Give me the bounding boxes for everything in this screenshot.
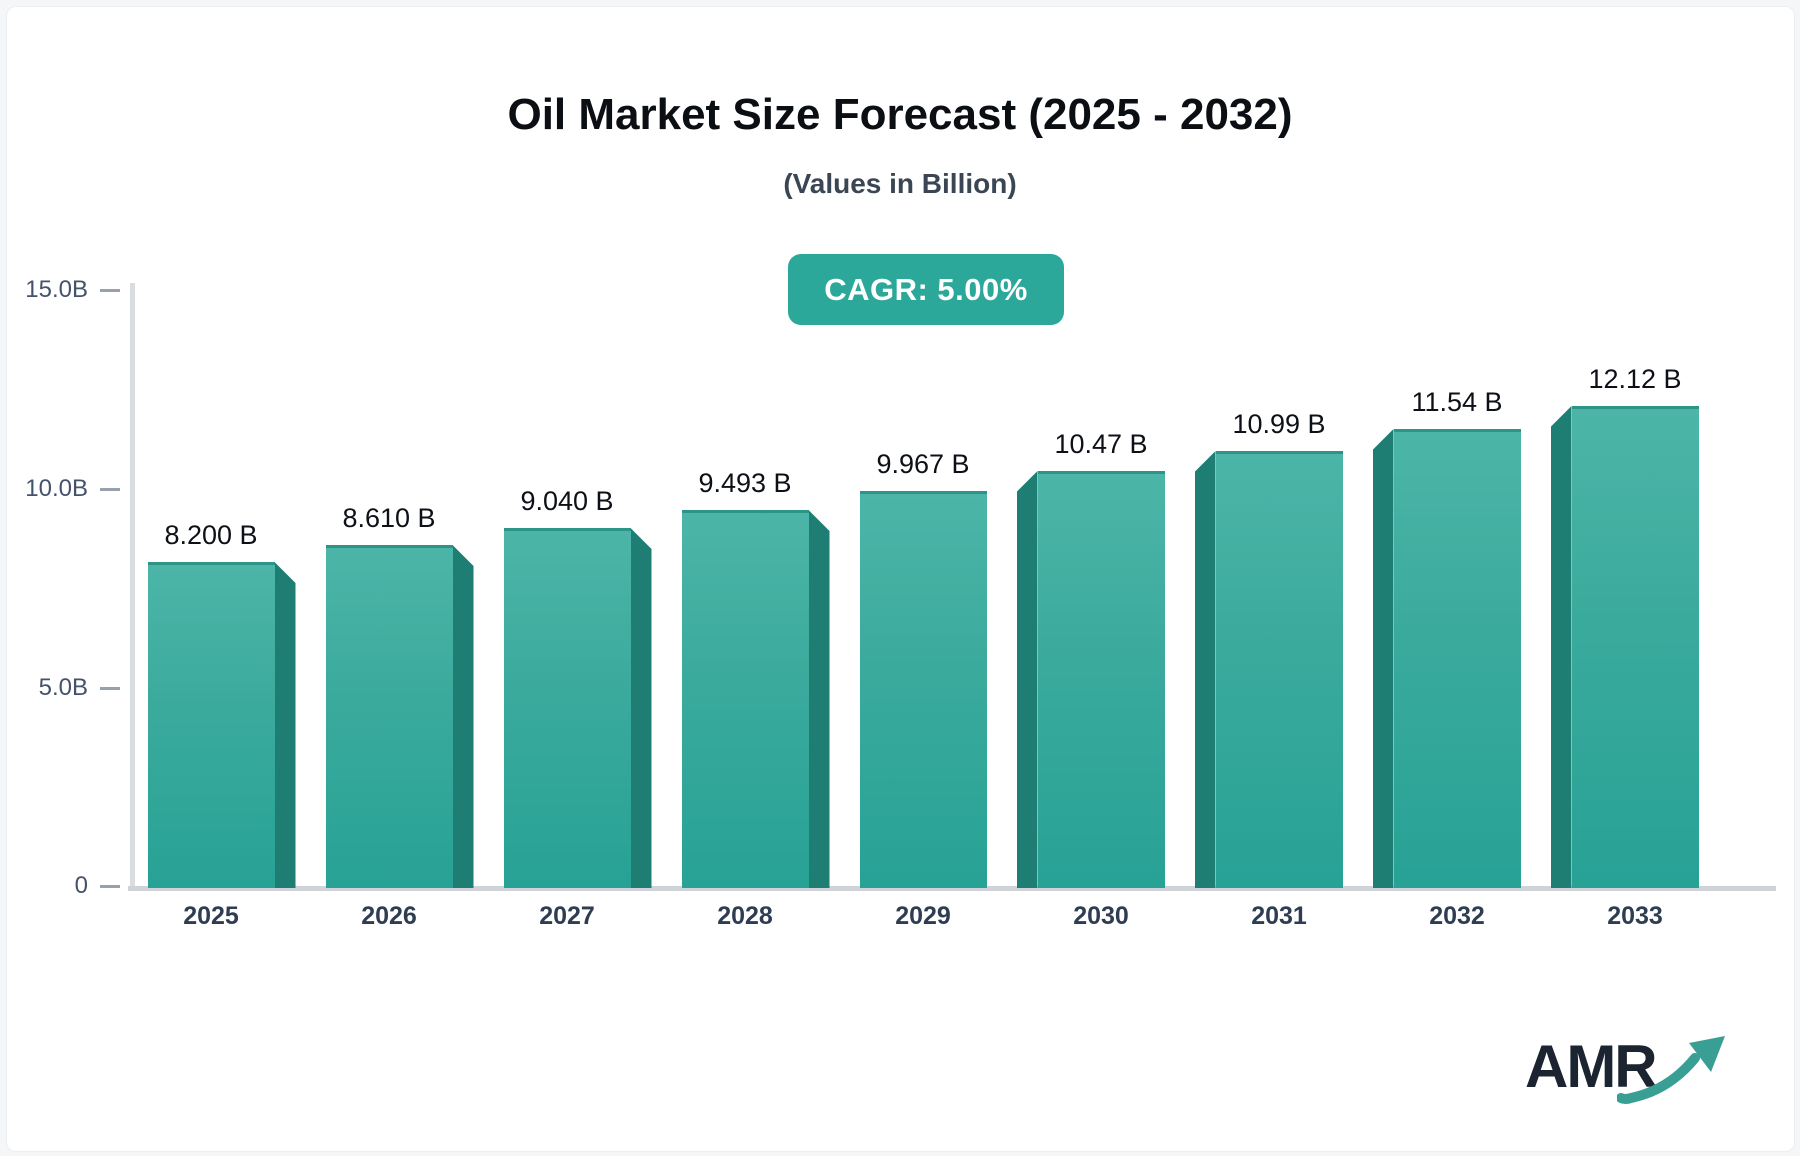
bar-side-face: [1016, 471, 1038, 888]
bar-face: [1037, 471, 1165, 888]
y-tick-label: 5.0B: [38, 674, 88, 701]
x-axis-label-2031: 2031: [1251, 902, 1307, 930]
bar-value-label: 9.967 B: [876, 449, 970, 479]
x-axis-label-2027: 2027: [539, 902, 595, 930]
x-axis-label-2029: 2029: [895, 902, 951, 930]
bar-face: [325, 545, 453, 888]
bar-value-label: 9.040 B: [520, 486, 614, 516]
bar-side-face: [452, 545, 474, 888]
y-tick-mark: [100, 687, 120, 690]
y-tick-label: 0: [74, 872, 88, 899]
bar-value-label: 10.47 B: [1054, 429, 1148, 459]
x-axis-label-2025: 2025: [183, 902, 239, 930]
amr-logo-text: AMR: [1525, 1033, 1658, 1100]
y-tick-label: 15.0B: [25, 276, 88, 303]
x-axis-label-2026: 2026: [361, 902, 417, 930]
bar-face: [681, 510, 809, 888]
bar-value-label: 8.610 B: [342, 503, 436, 533]
bar-value-label: 12.12 B: [1588, 364, 1682, 394]
x-axis-line: [128, 886, 1776, 891]
bar-side-face: [1194, 451, 1216, 888]
y-tick-mark: [100, 885, 120, 888]
bar-side-face: [274, 562, 296, 888]
bar-side-face: [808, 510, 830, 888]
amr-logo: AMR: [1525, 1032, 1735, 1112]
growth-arrow-icon: [1617, 1036, 1725, 1104]
cagr-badge: CAGR: 5.00%: [788, 254, 1064, 325]
x-axis-label-2033: 2033: [1607, 902, 1663, 930]
bar-face: [147, 562, 275, 888]
bar-face: [859, 491, 987, 888]
bar-face: [503, 528, 631, 888]
bar-face: [1571, 406, 1699, 888]
bar-side-face: [630, 528, 652, 888]
x-axis-label-2028: 2028: [717, 902, 773, 930]
y-axis-line: [130, 283, 135, 888]
x-axis-label-2032: 2032: [1429, 902, 1485, 930]
bar-face: [1215, 451, 1343, 888]
bar-value-label: 11.54 B: [1411, 387, 1503, 417]
y-tick-mark: [100, 289, 120, 292]
y-tick-mark: [100, 488, 120, 491]
y-tick-label: 10.0B: [25, 475, 88, 502]
bar-value-label: 9.493 B: [698, 468, 792, 498]
x-axis-label-2030: 2030: [1073, 902, 1129, 930]
bar-value-label: 8.200 B: [164, 520, 258, 550]
bar-side-face: [1372, 429, 1394, 888]
bar-face: [1393, 429, 1521, 888]
bar-value-label: 10.99 B: [1232, 409, 1326, 439]
chart-title: Oil Market Size Forecast (2025 - 2032): [507, 90, 1293, 139]
chart-subtitle: (Values in Billion): [783, 168, 1017, 199]
bar-side-face: [1550, 406, 1572, 888]
